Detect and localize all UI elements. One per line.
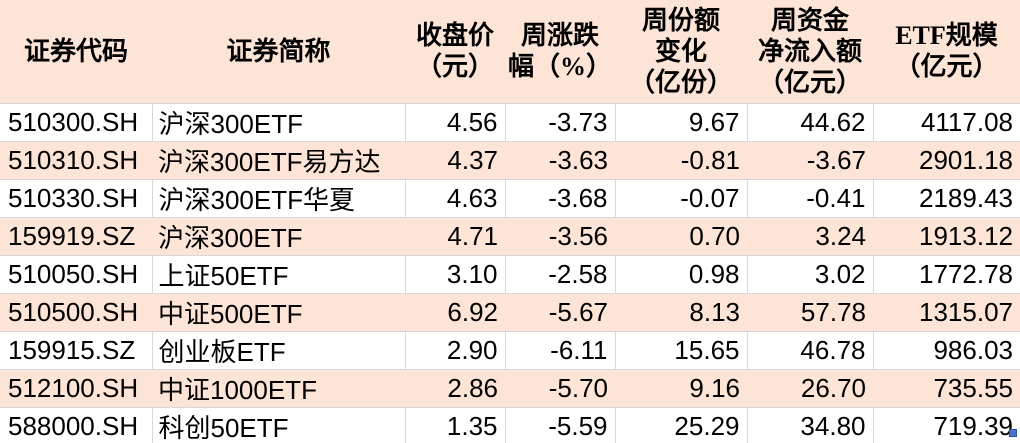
table-row: 588000.SH 科创50ETF 1.35 -5.59 25.29 34.80…: [0, 406, 1020, 443]
cell-close-price[interactable]: 2.86: [447, 372, 498, 403]
cell-weekly-change[interactable]: -3.56: [548, 220, 608, 251]
cell-weekly-change[interactable]: -5.59: [504, 406, 616, 443]
cell-etf-scale[interactable]: 719.39: [872, 406, 1020, 443]
cell-share-change[interactable]: 0.70: [689, 220, 740, 251]
cell-security-code[interactable]: 588000.SH: [0, 406, 153, 443]
cell-share-change[interactable]: 9.67: [614, 102, 748, 142]
cell-weekly-change[interactable]: -5.67: [548, 296, 608, 327]
cell-security-name[interactable]: 沪深300ETF华夏: [151, 178, 406, 218]
cell-weekly-change[interactable]: -3.68: [504, 178, 616, 218]
table-row: 510300.SH 沪深300ETF 4.56 -3.73 9.67 44.62…: [0, 102, 1020, 142]
cell-share-change[interactable]: 8.13: [689, 296, 740, 327]
cell-net-inflow[interactable]: -0.41: [746, 178, 874, 218]
table-row: 510330.SH 沪深300ETF华夏 4.63 -3.68 -0.07 -0…: [0, 178, 1020, 218]
cell-share-change[interactable]: 0.98: [614, 254, 748, 294]
cell-security-name[interactable]: 科创50ETF: [151, 406, 406, 443]
cell-security-code[interactable]: 510330.SH: [0, 178, 153, 218]
cell-close-price[interactable]: 4.56: [404, 102, 506, 142]
cell-security-name[interactable]: 沪深300ETF: [151, 102, 406, 142]
cell-net-inflow[interactable]: 3.24: [815, 220, 866, 251]
cell-etf-scale[interactable]: 1913.12: [919, 220, 1013, 251]
cell-share-change[interactable]: 9.16: [689, 372, 740, 403]
cell-etf-scale[interactable]: 1772.78: [872, 254, 1020, 294]
col-header-security-code[interactable]: 证券代码: [0, 0, 152, 103]
cell-etf-scale[interactable]: 735.55: [933, 372, 1013, 403]
cell-share-change[interactable]: 25.29: [614, 406, 748, 443]
table-row: 159915.SZ 创业板ETF 2.90 -6.11 15.65 46.78 …: [0, 330, 1020, 370]
header-row: 证券代码 证券简称 收盘价 （元） 周涨跌 幅（%） 周份额 变化 （亿份） 周…: [0, 0, 1020, 103]
table-row: 510310.SH 沪深300ETF易方达 4.37 -3.63 -0.81 -…: [0, 141, 1020, 179]
table-row: 510500.SH 中证500ETF 6.92 -5.67 8.13 57.78…: [0, 293, 1020, 331]
col-header-weekly-change[interactable]: 周涨跌 幅（%）: [505, 0, 615, 103]
cell-security-code[interactable]: 159915.SZ: [0, 330, 153, 370]
cell-security-name[interactable]: 上证50ETF: [151, 254, 406, 294]
cell-security-code[interactable]: 510310.SH: [8, 144, 139, 175]
cell-etf-scale[interactable]: 986.03: [872, 330, 1020, 370]
cell-share-change[interactable]: -0.07: [614, 178, 748, 218]
cell-security-name[interactable]: 中证500ETF: [158, 298, 303, 329]
cell-etf-scale[interactable]: 4117.08: [872, 102, 1020, 142]
col-header-close-price[interactable]: 收盘价 （元）: [405, 0, 505, 103]
cell-weekly-change[interactable]: -3.63: [548, 144, 608, 175]
cell-security-code[interactable]: 510050.SH: [0, 254, 153, 294]
col-header-net-inflow[interactable]: 周资金 净流入额 （亿元）: [747, 0, 873, 103]
cell-security-name[interactable]: 中证1000ETF: [158, 374, 317, 405]
cell-security-name[interactable]: 沪深300ETF: [158, 222, 303, 253]
cell-close-price[interactable]: 1.35: [404, 406, 506, 443]
table-row: 510050.SH 上证50ETF 3.10 -2.58 0.98 3.02 1…: [0, 254, 1020, 294]
col-header-share-change[interactable]: 周份额 变化 （亿份）: [615, 0, 747, 103]
cell-security-name[interactable]: 创业板ETF: [151, 330, 406, 370]
cell-net-inflow[interactable]: -3.67: [806, 144, 866, 175]
cell-security-code[interactable]: 510300.SH: [0, 102, 153, 142]
cell-security-code[interactable]: 512100.SH: [8, 372, 139, 403]
cell-weekly-change[interactable]: -2.58: [504, 254, 616, 294]
cell-share-change[interactable]: -0.81: [680, 144, 740, 175]
cell-close-price[interactable]: 3.10: [404, 254, 506, 294]
cell-weekly-change[interactable]: -6.11: [504, 330, 616, 370]
col-header-etf-scale[interactable]: ETF规模 （亿元）: [873, 0, 1020, 103]
cell-net-inflow[interactable]: 57.78: [800, 296, 866, 327]
cell-net-inflow[interactable]: 34.80: [746, 406, 874, 443]
cell-security-name[interactable]: 沪深300ETF易方达: [158, 146, 381, 177]
cell-security-code[interactable]: 510500.SH: [8, 296, 139, 327]
cell-security-code[interactable]: 159919.SZ: [8, 220, 136, 251]
col-header-security-name[interactable]: 证券简称: [152, 0, 405, 103]
cell-close-price[interactable]: 4.71: [447, 220, 498, 251]
cell-weekly-change[interactable]: -5.70: [548, 372, 608, 403]
table-row: 512100.SH 中证1000ETF 2.86 -5.70 9.16 26.7…: [0, 369, 1020, 407]
cell-etf-scale[interactable]: 2189.43: [872, 178, 1020, 218]
cell-net-inflow[interactable]: 44.62: [746, 102, 874, 142]
cell-close-price[interactable]: 2.90: [404, 330, 506, 370]
cell-net-inflow[interactable]: 3.02: [746, 254, 874, 294]
cell-close-price[interactable]: 4.37: [447, 144, 498, 175]
cell-weekly-change[interactable]: -3.73: [504, 102, 616, 142]
cell-etf-scale[interactable]: 2901.18: [919, 144, 1013, 175]
cell-close-price[interactable]: 4.63: [404, 178, 506, 218]
table-row: 159919.SZ 沪深300ETF 4.71 -3.56 0.70 3.24 …: [0, 217, 1020, 255]
excel-fill-handle[interactable]: [1009, 429, 1017, 437]
cell-share-change[interactable]: 15.65: [614, 330, 748, 370]
cell-net-inflow[interactable]: 26.70: [800, 372, 866, 403]
cell-etf-scale[interactable]: 1315.07: [919, 296, 1013, 327]
cell-net-inflow[interactable]: 46.78: [746, 330, 874, 370]
cell-close-price[interactable]: 6.92: [447, 296, 498, 327]
